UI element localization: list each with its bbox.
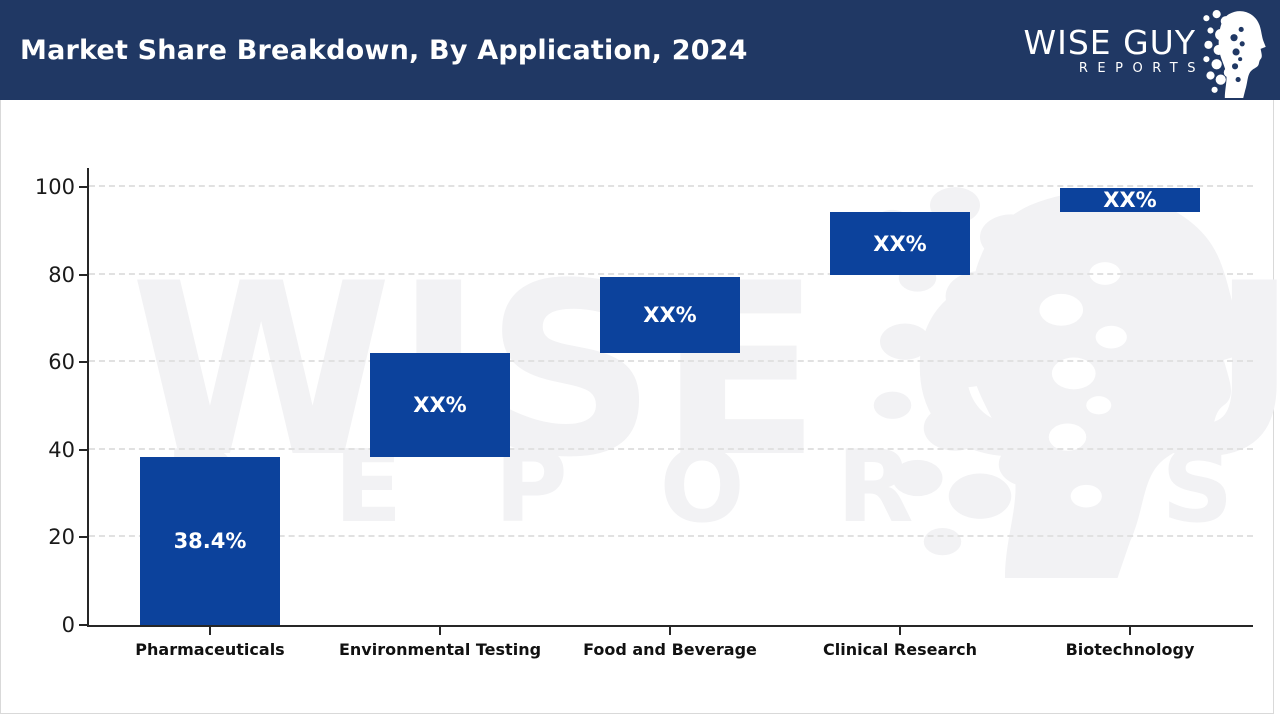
bar-clinical-research: XX% <box>830 211 970 276</box>
x-tick-2 <box>439 627 441 635</box>
y-tick-20 <box>79 536 87 539</box>
y-tick-80 <box>79 273 87 276</box>
y-tick-40 <box>79 448 87 451</box>
x-category-label-2: Environmental Testing <box>338 640 542 659</box>
x-tick-4 <box>899 627 901 635</box>
x-category-label-5: Biotechnology <box>1065 640 1195 659</box>
gridline-40 <box>89 447 1253 450</box>
gridline-80 <box>89 272 1253 275</box>
gridline-100 <box>89 185 1253 187</box>
brand-subname: REPORTS <box>1078 61 1205 76</box>
bar-value-label: XX% <box>413 392 467 417</box>
head-profile-icon <box>1203 10 1266 98</box>
card-border-right <box>1273 100 1274 714</box>
y-tick-0 <box>79 624 87 626</box>
y-tick-label-40: 40 <box>48 437 75 462</box>
y-tick-label-60: 60 <box>48 350 75 375</box>
brand-logo-text: WISE GUY REPORTS <box>1023 26 1196 78</box>
bar-environmental-testing: XX% <box>370 353 510 457</box>
x-tick-3 <box>669 627 671 635</box>
header-bar: Market Share Breakdown, By Application, … <box>0 0 1280 100</box>
plot-area: 38.4% XX% XX% XX% XX% <box>87 168 1253 627</box>
bar-pharmaceuticals: 38.4% <box>140 456 280 625</box>
y-tick-label-0: 0 <box>61 613 75 637</box>
y-axis-line <box>87 168 89 627</box>
y-tick-label-100: 100 <box>34 175 75 199</box>
x-axis-line <box>87 625 1253 627</box>
x-category-label-4: Clinical Research <box>822 640 978 659</box>
bar-value-label: 38.4% <box>173 528 247 553</box>
bar-biotechnology: XX% <box>1060 188 1200 212</box>
y-tick-60 <box>79 361 87 364</box>
chart-title: Market Share Breakdown, By Application, … <box>20 34 748 66</box>
y-tick-label-80: 80 <box>48 262 75 287</box>
x-category-label-3: Food and Beverage <box>583 640 757 659</box>
brand-logo: WISE GUY REPORTS <box>1018 4 1268 98</box>
bar-value-label: XX% <box>1103 187 1157 212</box>
card-border-left <box>0 100 1 714</box>
bar-value-label: XX% <box>643 302 697 327</box>
bar-value-label: XX% <box>873 231 927 256</box>
x-category-label-1: Pharmaceuticals <box>135 640 285 659</box>
x-tick-5 <box>1129 627 1131 635</box>
y-tick-100 <box>79 186 87 188</box>
x-tick-1 <box>209 627 211 635</box>
brand-name: WISE GUY <box>1023 23 1196 62</box>
card-border-bottom <box>0 713 1274 714</box>
gridline-60 <box>89 360 1253 363</box>
bar-food-and-beverage: XX% <box>600 276 740 354</box>
y-tick-label-20: 20 <box>48 525 75 550</box>
gridline-20 <box>89 535 1253 538</box>
